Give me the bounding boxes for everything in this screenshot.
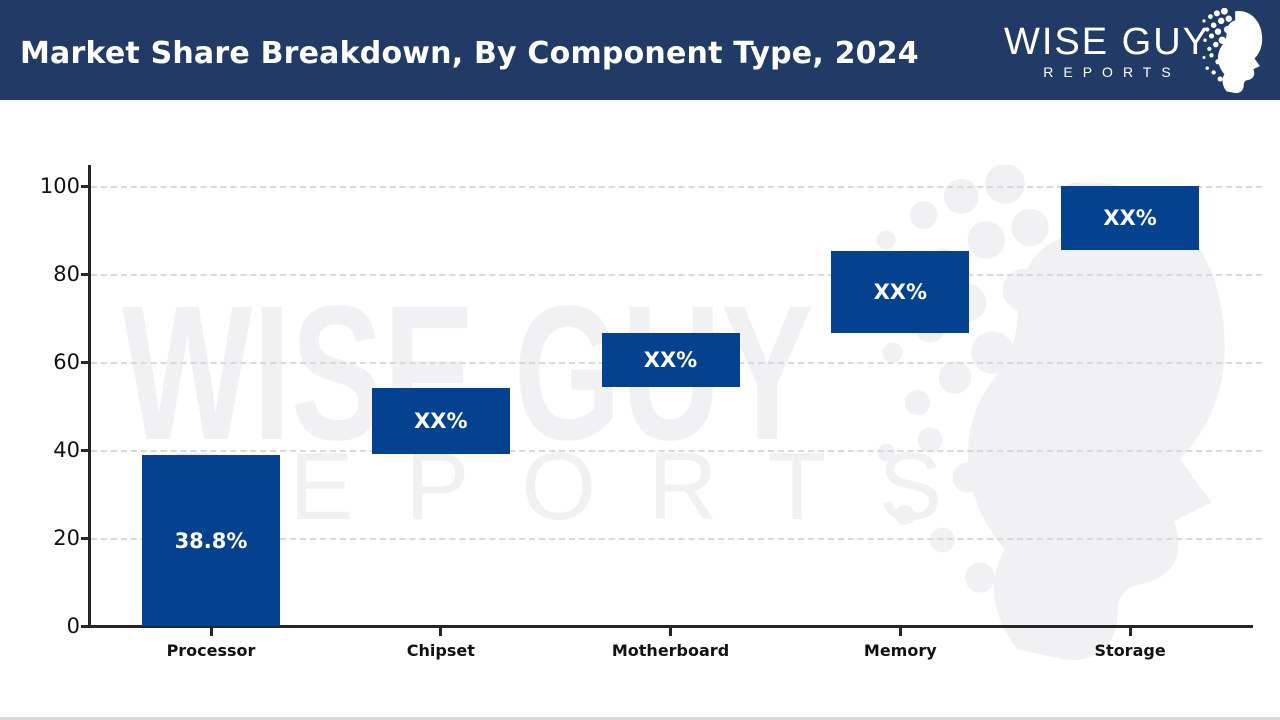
y-tick-20 xyxy=(81,537,89,540)
y-tick-60 xyxy=(81,361,89,364)
logo-reports-text: REPORTS xyxy=(1043,63,1181,80)
wiseguy-logo-text: WISE GUY REPORTS xyxy=(1004,22,1210,81)
y-tick-label-20: 20 xyxy=(53,526,80,550)
bar-storage: XX% xyxy=(1061,186,1200,250)
x-tick-memory xyxy=(898,628,902,636)
page-title: Market Share Breakdown, By Component Typ… xyxy=(20,35,919,71)
bar-value-label-chipset: XX% xyxy=(414,409,468,434)
wiseguy-head-icon xyxy=(1202,8,1263,94)
logo-wordmark: WISE GUY xyxy=(1003,20,1210,63)
y-tick-label-40: 40 xyxy=(53,438,80,462)
bar-motherboard: XX% xyxy=(601,332,740,388)
gridline-y-20 xyxy=(91,538,1262,540)
bar-value-label-storage: XX% xyxy=(1103,205,1157,230)
bar-value-label-memory: XX% xyxy=(873,280,928,305)
y-tick-label-0: 0 xyxy=(66,614,80,638)
bottom-divider-line xyxy=(0,717,1280,720)
x-tick-label-motherboard: Motherboard xyxy=(611,641,730,660)
wiseguy-logo: WISE GUY REPORTS xyxy=(1004,8,1266,94)
bar-value-label-processor: 38.8% xyxy=(174,528,248,553)
y-tick-label-60: 60 xyxy=(53,350,80,374)
x-tick-label-chipset: Chipset xyxy=(406,641,475,660)
y-tick-40 xyxy=(81,449,89,452)
x-tick-processor xyxy=(209,628,213,636)
y-axis-spine xyxy=(88,165,91,627)
y-tick-80 xyxy=(81,273,89,276)
y-tick-100 xyxy=(81,185,89,188)
bar-chipset: XX% xyxy=(371,388,510,455)
x-tick-label-memory: Memory xyxy=(863,641,937,660)
bar-processor: 38.8% xyxy=(142,455,280,626)
bar-value-label-motherboard: XX% xyxy=(643,348,698,372)
x-tick-label-storage: Storage xyxy=(1094,641,1166,660)
gridline-y-80 xyxy=(91,274,1262,276)
x-axis-spine xyxy=(88,625,1253,628)
x-tick-storage xyxy=(1128,628,1132,636)
header-bar: Market Share Breakdown, By Component Typ… xyxy=(0,0,1280,100)
x-tick-label-processor: Processor xyxy=(166,641,256,660)
y-tick-label-100: 100 xyxy=(39,174,80,198)
x-tick-chipset xyxy=(439,628,443,636)
gridline-y-40 xyxy=(91,450,1262,452)
x-tick-motherboard xyxy=(669,628,672,636)
y-tick-label-80: 80 xyxy=(53,262,80,286)
bar-memory: XX% xyxy=(831,251,970,333)
y-tick-0 xyxy=(81,625,89,628)
gridline-y-100 xyxy=(91,186,1262,188)
